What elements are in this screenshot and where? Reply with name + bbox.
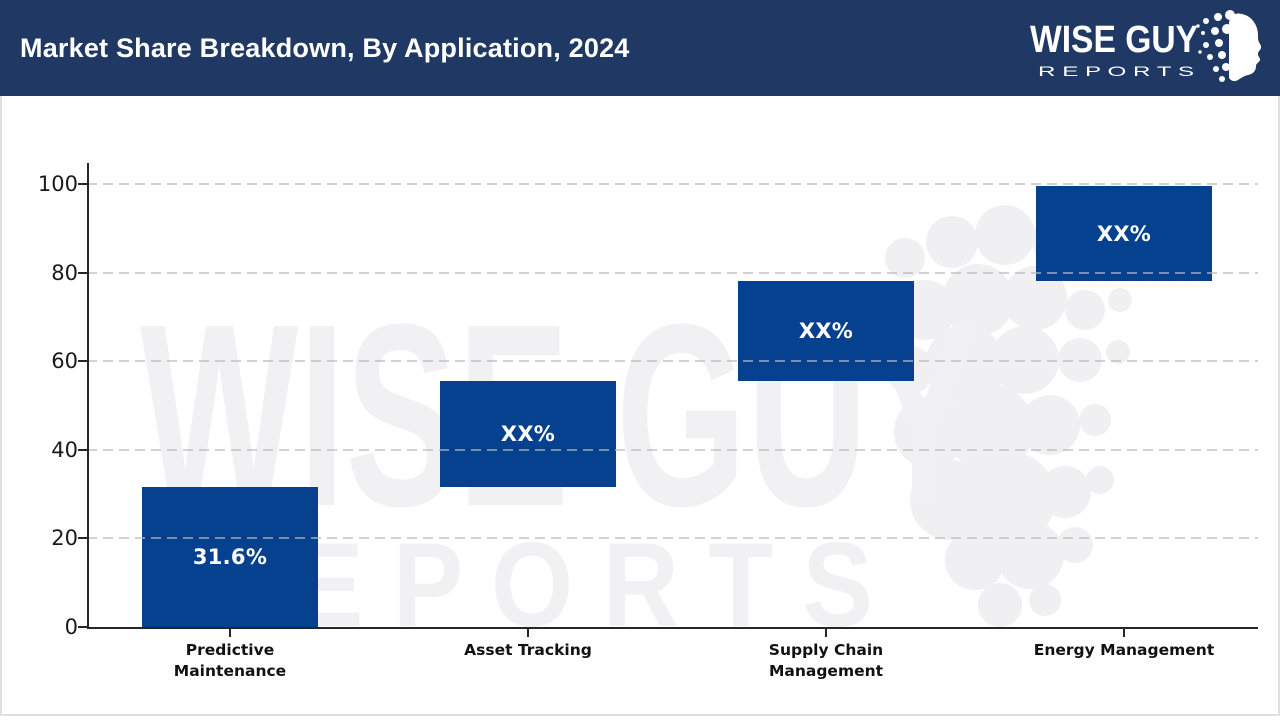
x-tick-label: Supply Chain Management (768, 641, 884, 680)
x-axis-line (87, 627, 1258, 629)
x-tick-label: Predictive Maintenance (173, 641, 287, 680)
gridline (87, 448, 1258, 451)
bar-segment: XX% (1036, 185, 1212, 282)
bar-segment: XX% (440, 380, 616, 487)
bar-value-label: XX% (500, 421, 556, 446)
y-tick-label: 80 (51, 260, 78, 285)
y-tick-mark (78, 537, 87, 540)
x-tick-mark (527, 629, 529, 637)
x-tick-label: Energy Management (1033, 641, 1215, 659)
y-tick-label: 0 (64, 615, 78, 639)
y-tick-label: 60 (51, 349, 78, 374)
gridline (87, 183, 1258, 185)
gridline (87, 537, 1258, 540)
bar-value-label: 31.6% (192, 544, 268, 569)
y-tick-label: 100 (37, 172, 78, 196)
header-bar: Market Share Breakdown, By Application, … (0, 0, 1280, 96)
y-tick-mark (78, 626, 87, 628)
gridline (87, 360, 1258, 363)
y-axis-line (87, 163, 89, 629)
x-tick-mark (1123, 629, 1125, 637)
y-tick-mark (78, 448, 87, 451)
logo-text-line1: WISE GUY (1030, 19, 1198, 61)
y-tick-label: 40 (51, 437, 78, 462)
page-title: Market Share Breakdown, By Application, … (20, 32, 630, 63)
bar-value-label: XX% (798, 319, 854, 344)
x-tick-mark (229, 629, 231, 637)
bar-value-label: XX% (1096, 221, 1152, 246)
logo-head-icon (1196, 10, 1262, 82)
logo-text-line2: R E P O R T S (1038, 63, 1194, 79)
gridline (87, 271, 1258, 274)
y-tick-label: 20 (51, 526, 78, 551)
bar-segment: XX% (738, 281, 914, 381)
y-tick-mark (78, 183, 87, 185)
y-tick-mark (78, 360, 87, 363)
x-tick-mark (825, 629, 827, 637)
bar-segment: 31.6% (142, 487, 318, 627)
x-tick-label: Asset Tracking (464, 641, 592, 659)
y-tick-mark (78, 271, 87, 274)
wise-guy-reports-logo: WISE GUY R E P O R T S (1030, 10, 1262, 82)
